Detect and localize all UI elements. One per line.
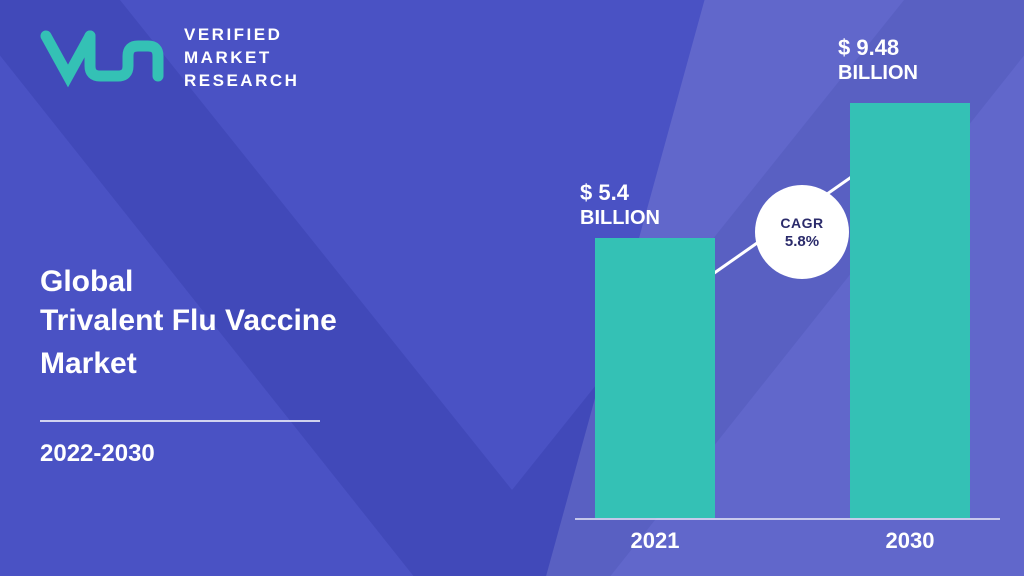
bar-2021-value: $ 5.4 BILLION [580,180,660,230]
bar-2021-year: 2021 [595,528,715,554]
cagr-value: 5.8% [785,233,819,250]
cagr-badge: CAGR 5.8% [755,185,849,279]
brand-name-line1: VERIFIED [184,24,299,47]
logo-mark-icon [40,28,170,88]
title-line1: Trivalent Flu Vaccine [40,301,337,342]
bar-2030-value-amount: $ 9.48 [838,35,918,61]
brand-name-line2: MARKET [184,47,299,70]
brand-name-line3: RESEARCH [184,70,299,93]
bar-2030-value-unit: BILLION [838,61,918,85]
bar-chart: $ 5.4 BILLION 2021 $ 9.48 BILLION 2030 C… [560,30,1000,520]
bar-2021 [595,238,715,518]
title-divider [40,420,320,422]
brand-name: VERIFIED MARKET RESEARCH [184,24,299,93]
bar-2021-value-unit: BILLION [580,206,660,230]
x-axis [575,518,1000,520]
bar-2021-value-amount: $ 5.4 [580,180,660,206]
date-range: 2022-2030 [40,440,155,468]
bar-2030-year: 2030 [850,528,970,554]
title-prefix: Global [40,265,337,299]
bar-2030-value: $ 9.48 BILLION [838,35,918,85]
brand-logo: VERIFIED MARKET RESEARCH [40,24,299,93]
title-block: Global Trivalent Flu Vaccine Market [40,265,337,384]
cagr-label: CAGR [780,215,823,231]
title-line2: Market [40,344,337,385]
bar-2030 [850,103,970,518]
